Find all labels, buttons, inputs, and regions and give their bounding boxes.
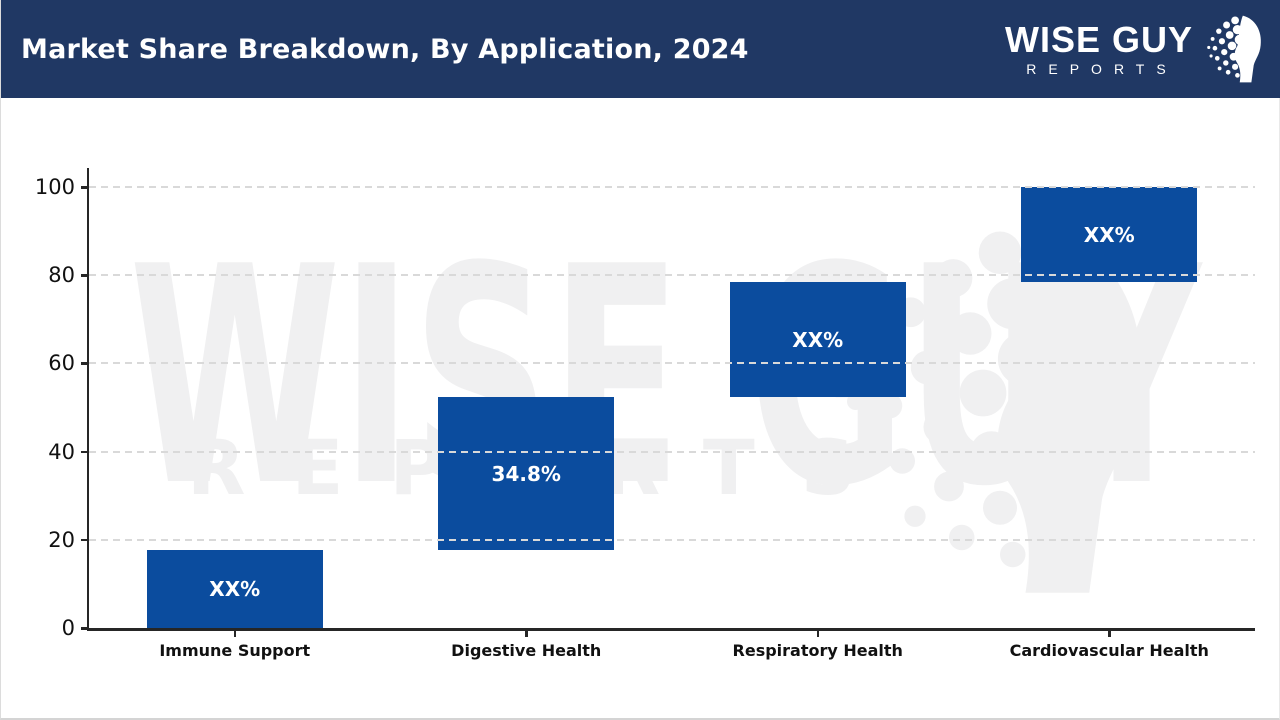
- brand-name: WISE GUY: [1004, 19, 1193, 60]
- bar-digestive-health: 34.8%: [438, 396, 615, 551]
- brand-face-dots-icon: [1207, 15, 1261, 83]
- gridline-y-100: [89, 186, 1255, 188]
- y-axis-tick-label: 0: [61, 616, 75, 640]
- x-axis-tick-mark: [233, 628, 237, 637]
- y-axis-tick-mark: [81, 274, 89, 277]
- y-axis-tick-mark: [81, 627, 89, 630]
- gridline-y-80: [89, 274, 1255, 277]
- bar-value-label: XX%: [792, 327, 844, 352]
- gridline-y-40: [89, 450, 1255, 453]
- header-bar: Market Share Breakdown, By Application, …: [1, 0, 1280, 98]
- bar-value-label: 34.8%: [491, 461, 561, 486]
- y-axis-tick-mark: [81, 450, 89, 454]
- y-axis-tick-mark: [81, 186, 89, 189]
- x-axis-tick-mark: [525, 628, 528, 637]
- bar-immune-support: XX%: [146, 550, 323, 628]
- y-axis-tick-mark: [81, 362, 89, 365]
- y-axis-tick-label: 20: [48, 527, 75, 552]
- brand-subtitle: REPORTS: [1026, 61, 1178, 77]
- gridline-y-60: [89, 362, 1255, 365]
- x-axis-tick-mark: [1108, 628, 1111, 637]
- x-axis-label: Digestive Health: [451, 641, 602, 660]
- y-axis-tick-label: 100: [34, 175, 75, 199]
- y-axis-tick-label: 80: [48, 263, 75, 288]
- bar-value-label: XX%: [209, 577, 261, 602]
- y-axis-tick-label: 40: [48, 439, 75, 464]
- bar-value-label: XX%: [1083, 222, 1135, 247]
- y-axis-line: [87, 168, 89, 630]
- y-axis-tick-mark: [81, 538, 89, 542]
- brand-logo-text: WISE GUY REPORTS: [1004, 19, 1193, 77]
- x-axis-label: Immune Support: [159, 641, 311, 660]
- x-axis-label: Cardiovascular Health: [1009, 641, 1209, 660]
- bar-cardiovascular-health: XX%: [1021, 187, 1198, 283]
- y-axis-tick-label: 60: [48, 351, 75, 376]
- chart-title: Market Share Breakdown, By Application, …: [21, 33, 749, 65]
- bar-respiratory-health: XX%: [729, 282, 906, 397]
- brand-logo: WISE GUY REPORTS: [1005, 11, 1280, 87]
- x-axis-label: Respiratory Health: [732, 641, 903, 660]
- x-axis-tick-mark: [816, 628, 820, 637]
- gridline-y-20: [89, 538, 1255, 541]
- x-axis-line: [87, 628, 1255, 631]
